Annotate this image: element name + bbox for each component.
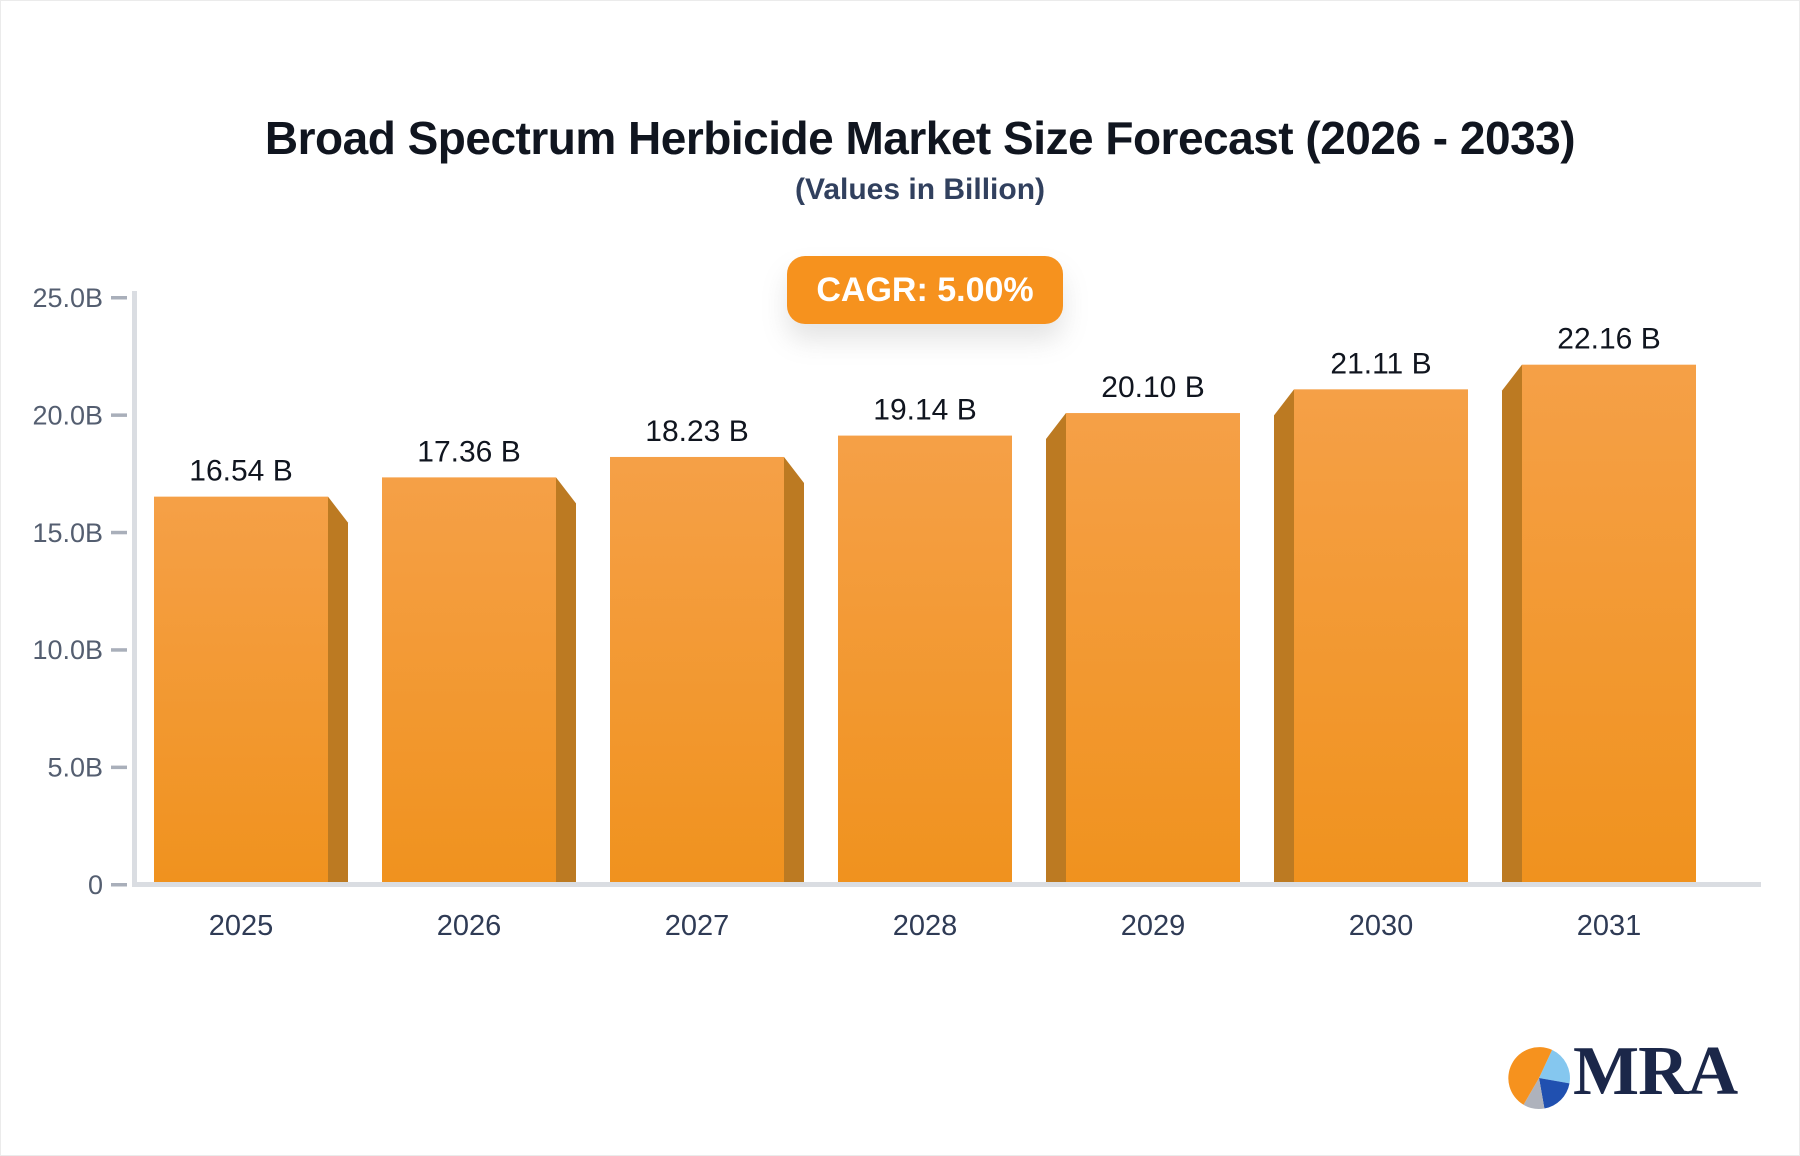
x-label-2030: 2030 [1349,910,1414,942]
y-tick-label-20.0B: 20.0B [32,400,103,430]
y-tick-label-0: 0 [88,870,103,900]
value-label-2029: 20.10 B [1101,371,1204,404]
y-tick-0 [111,883,127,887]
logo-text: MRA [1573,1033,1738,1110]
bar-face-2026 [382,477,556,885]
value-label-2025: 16.54 B [189,455,292,488]
header: Broad Spectrum Herbicide Market Size For… [41,113,1799,164]
pie-chart-logo-icon [1508,1047,1570,1109]
bar-side-2031 [1502,364,1522,885]
bar-face-2029 [1066,413,1240,885]
bar-side-2027 [784,456,804,885]
value-label-2027: 18.23 B [645,415,748,448]
x-axis-line [132,882,1761,887]
y-tick-15.0B [111,530,127,535]
chart-title: Broad Spectrum Herbicide Market Size For… [264,112,1576,164]
chart-subtitle: (Values in Billion) [794,173,1046,206]
bar-face-2031 [1522,364,1696,885]
logo-pie-slice-darkblue [1539,1078,1570,1109]
bar-side-2026 [556,477,576,885]
value-label-2030: 21.11 B [1330,347,1431,380]
x-label-2028: 2028 [893,910,958,942]
bar-face-2027 [610,456,784,885]
logo-pie-slice-lightblue [1539,1049,1570,1084]
bar-face-2025 [154,496,328,885]
bar-face-2030 [1294,389,1468,885]
y-tick-10.0B [111,648,127,652]
bar-side-2030 [1274,389,1294,885]
bar-side-2025 [328,496,348,885]
y-tick-5.0B [111,765,127,770]
y-tick-label-15.0B: 15.0B [32,518,103,548]
y-tick-label-10.0B: 10.0B [32,635,103,665]
x-label-2025: 2025 [209,910,274,942]
logo-pie-slice-orange [1508,1047,1553,1105]
y-tick-20.0B [111,413,127,417]
value-label-2026: 17.36 B [417,435,520,468]
bar-face-2028 [838,435,1012,885]
value-label-2028: 19.14 B [873,394,976,427]
x-label-2029: 2029 [1121,910,1186,942]
bar-side-2029 [1046,413,1066,885]
y-axis-line [132,291,137,885]
x-label-2031: 2031 [1577,910,1642,942]
cagr-badge: CAGR: 5.00% [787,256,1063,324]
y-tick-label-5.0B: 5.0B [47,753,103,783]
x-label-2026: 2026 [437,910,502,942]
y-tick-25.0B [111,296,127,300]
mra-logo: MRA [1506,1037,1786,1127]
logo-pie-slice-gray [1523,1078,1545,1109]
x-label-2027: 2027 [665,910,730,942]
y-tick-label-25.0B: 25.0B [32,283,103,313]
value-label-2031: 22.16 B [1557,323,1660,356]
